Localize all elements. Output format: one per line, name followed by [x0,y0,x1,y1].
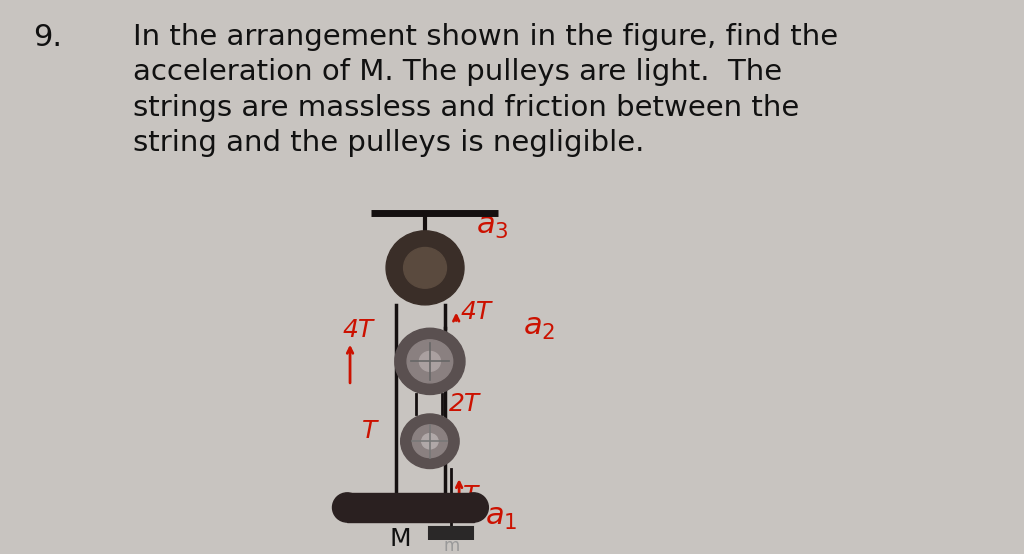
Ellipse shape [422,434,438,449]
Text: T: T [463,484,478,508]
Text: 4T: 4T [342,318,374,342]
Text: In the arrangement shown in the figure, find the: In the arrangement shown in the figure, … [133,23,838,52]
Ellipse shape [395,329,465,394]
Text: acceleration of M. The pulleys are light.  The: acceleration of M. The pulleys are light… [133,58,782,86]
Ellipse shape [413,425,447,458]
Ellipse shape [420,351,440,371]
Ellipse shape [408,340,453,383]
Text: string and the pulleys is negligible.: string and the pulleys is negligible. [133,129,644,157]
Ellipse shape [386,231,464,305]
Ellipse shape [459,493,488,522]
Text: m: m [443,537,460,554]
Bar [429,527,473,554]
Text: M: M [390,527,412,551]
Text: 9.: 9. [34,23,62,53]
Ellipse shape [403,248,446,288]
Text: 4T: 4T [460,300,492,324]
Text: $a_1$: $a_1$ [485,503,517,532]
Ellipse shape [333,493,361,522]
Text: T: T [361,419,377,444]
Text: $a_2$: $a_2$ [523,313,556,342]
Ellipse shape [400,414,459,469]
Bar [347,493,474,522]
Text: 2T: 2T [450,392,480,416]
Text: $a_3$: $a_3$ [476,212,508,240]
Text: strings are massless and friction between the: strings are massless and friction betwee… [133,94,799,121]
